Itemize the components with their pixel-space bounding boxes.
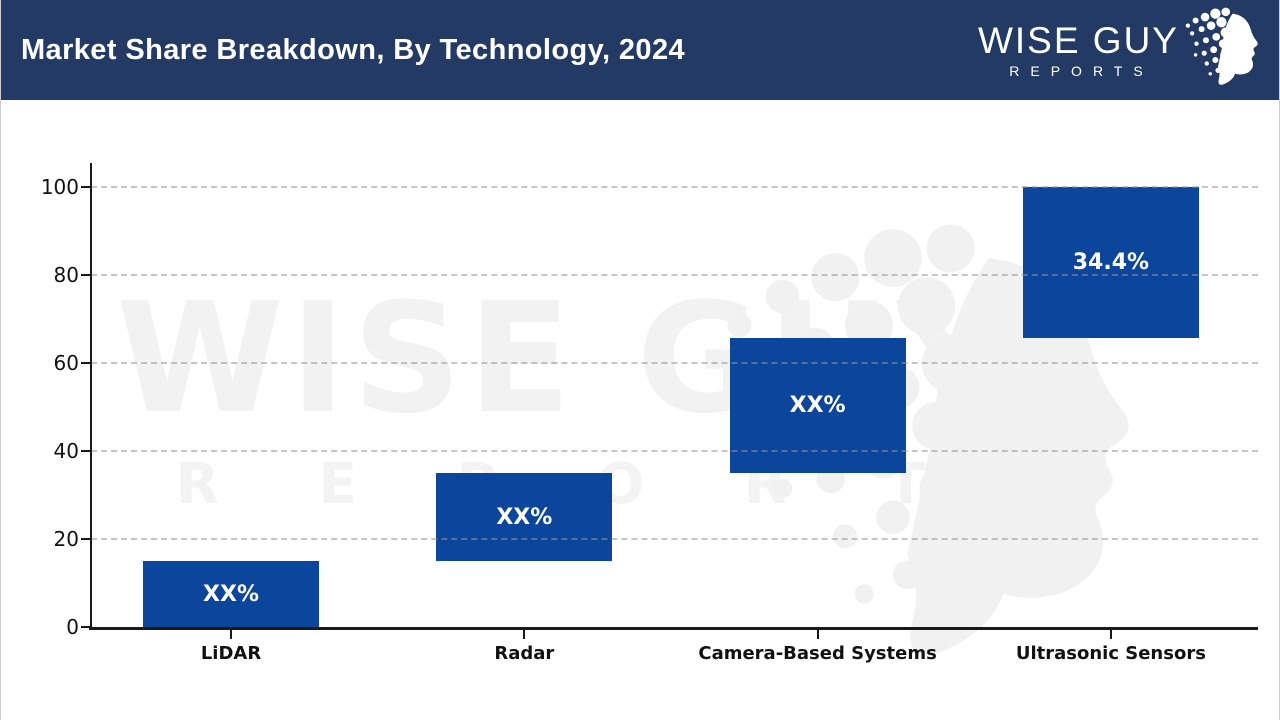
y-tick-label: 20 — [53, 527, 79, 551]
x-category-label: Camera-Based Systems — [698, 643, 937, 664]
gridline — [91, 450, 1258, 452]
x-category-label: Ultrasonic Sensors — [1015, 643, 1206, 664]
y-axis-spine — [90, 163, 92, 629]
y-tick-label: 40 — [53, 439, 79, 463]
y-tick-label: 100 — [40, 175, 79, 199]
bar-lidar: XX% — [143, 561, 319, 627]
watermark-subtitle: R E P O R T S — [176, 452, 1105, 517]
chart-title: Market Share Breakdown, By Technology, 2… — [21, 33, 686, 66]
bar-value-label: 34.4% — [1072, 250, 1150, 276]
x-axis-spine — [89, 627, 1258, 630]
y-tick-mark — [81, 362, 90, 364]
y-tick-mark — [81, 186, 90, 188]
bar-value-label: XX% — [203, 581, 259, 607]
logo-subtitle: REPORTS — [1009, 62, 1154, 79]
y-tick-label: 60 — [53, 351, 79, 375]
bar-ultrasonic-sensors: 34.4% — [1022, 187, 1199, 339]
x-tick-mark — [1109, 630, 1112, 639]
bar-value-label: XX% — [496, 504, 553, 530]
gridline — [91, 274, 1258, 276]
y-tick-label: 0 — [66, 615, 79, 639]
bar-value-label: XX% — [789, 393, 846, 419]
y-tick-mark — [81, 274, 90, 276]
gridline — [91, 362, 1258, 364]
x-tick-mark — [523, 630, 526, 639]
x-tick-mark — [816, 630, 819, 639]
dotted-face-profile-icon — [1181, 5, 1267, 95]
plot-area: WISE GUY R E P O R T S — [1, 100, 1279, 718]
bar-camera-based-systems: XX% — [729, 338, 906, 473]
x-category-label: Radar — [494, 643, 555, 664]
y-tick-label: 80 — [53, 263, 79, 287]
x-category-label: LiDAR — [200, 643, 262, 664]
gridline — [91, 186, 1258, 188]
y-tick-mark — [81, 538, 90, 540]
y-tick-mark — [81, 450, 90, 452]
wise-guy-reports-logo: WISE GUY REPORTS — [978, 5, 1267, 95]
logo-wordmark: WISE GUY — [977, 19, 1179, 61]
logo-text: WISE GUY REPORTS — [977, 19, 1179, 79]
y-tick-mark — [81, 626, 90, 628]
header-bar: Market Share Breakdown, By Technology, 2… — [1, 0, 1279, 100]
x-tick-mark — [230, 630, 232, 639]
gridline — [91, 538, 1258, 540]
bar-radar: XX% — [436, 473, 613, 561]
